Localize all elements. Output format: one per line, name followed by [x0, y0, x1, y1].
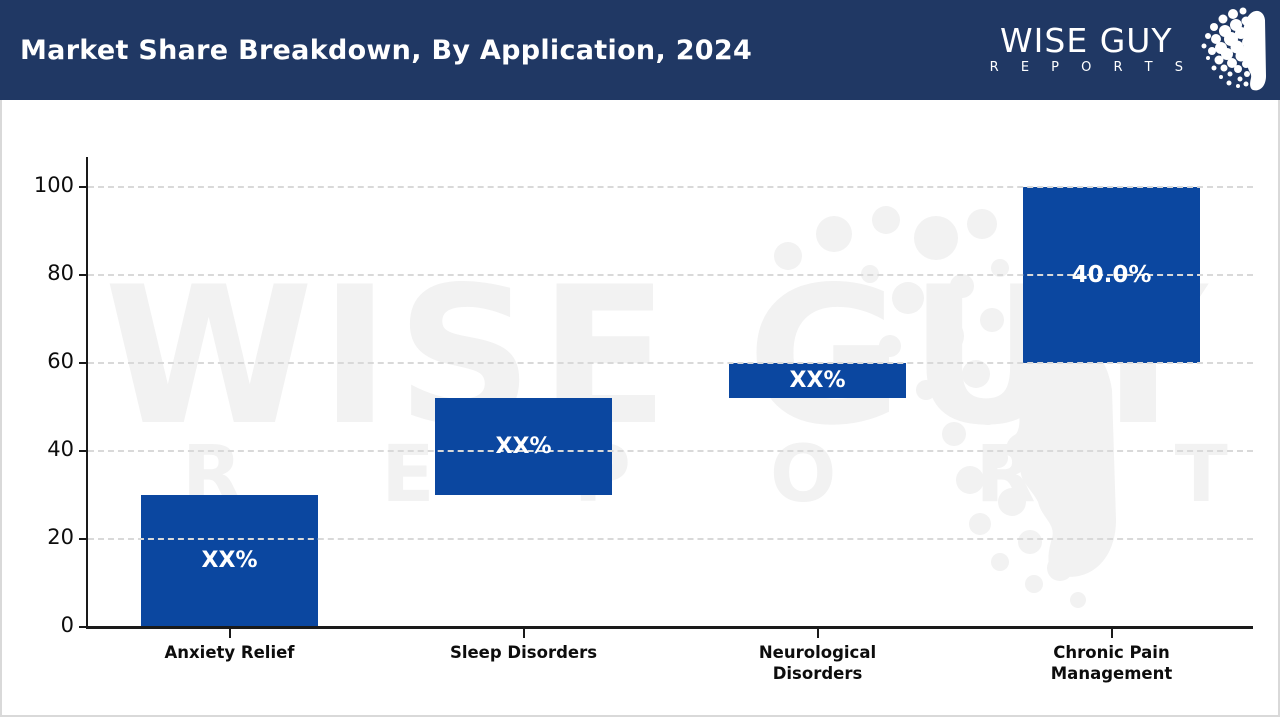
gridline-100 [88, 185, 1253, 188]
bar-segment [729, 362, 906, 398]
header-bar: Market Share Breakdown, By Application, … [0, 0, 1280, 100]
y-tick-label-100: 100 [33, 172, 74, 197]
y-axis-spine [86, 157, 88, 629]
x-category-label: Sleep Disorders [449, 643, 598, 662]
x-tick [1110, 629, 1113, 638]
logo-brand-subtitle: R E P O R T S [989, 60, 1192, 75]
y-tick-60 [79, 361, 88, 364]
y-tick-label-40: 40 [47, 436, 74, 461]
bar-value-label: XX% [495, 433, 552, 459]
y-tick-label-20: 20 [47, 524, 74, 549]
bar-value-label: XX% [789, 367, 846, 393]
chart-title: Market Share Breakdown, By Application, … [20, 34, 753, 66]
bar-value-label: 40.0% [1071, 261, 1152, 288]
y-tick-80 [79, 273, 88, 276]
y-tick-label-60: 60 [47, 348, 74, 373]
gridline-20 [88, 537, 1253, 540]
y-tick-40 [79, 449, 88, 452]
gridline-60 [88, 361, 1253, 364]
x-category-label: Neurological Disorders [758, 643, 877, 683]
x-category-label: Anxiety Relief [164, 643, 295, 662]
logo-text: WISE GUY R E P O R T S [981, 24, 1192, 76]
gridline-40 [88, 449, 1253, 452]
x-tick [228, 629, 231, 638]
x-tick [522, 629, 525, 638]
bar-segment [141, 494, 318, 627]
y-tick-0 [79, 626, 88, 628]
wiseguy-logo: WISE GUY R E P O R T S [990, 6, 1272, 94]
y-tick-20 [79, 537, 88, 540]
logo-brand-name: WISE GUY [1000, 21, 1173, 60]
x-tick [816, 629, 819, 638]
x-axis-spine [86, 626, 1253, 629]
wiseguy-head-icon [1201, 7, 1266, 91]
y-tick-100 [79, 185, 88, 188]
x-category-label: Chronic Pain Management [1050, 643, 1173, 683]
bar-value-label: XX% [201, 548, 258, 574]
gridline-80 [88, 273, 1253, 276]
bar-segment [435, 397, 612, 495]
y-tick-label-80: 80 [47, 260, 74, 285]
y-tick-label-0: 0 [60, 613, 74, 637]
